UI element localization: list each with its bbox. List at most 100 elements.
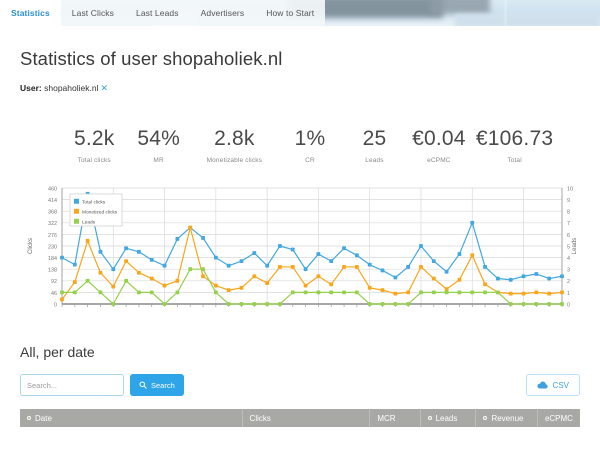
- svg-text:0: 0: [567, 302, 570, 308]
- tab-label: How to Start: [266, 8, 315, 18]
- svg-text:92: 92: [51, 279, 57, 285]
- statistics-line-chart: 0 46 92 138 184 230 276 322 368 414 460 0 1 2 3 4 5 6 7 8 9 1…: [20, 182, 580, 322]
- export-csv-label: CSV: [552, 380, 569, 390]
- kpi-total: €106.73 Total: [471, 128, 558, 164]
- kpi-value: 2.8k: [214, 127, 255, 150]
- tab-label: Advertisers: [200, 8, 245, 18]
- export-csv-button[interactable]: CSV: [525, 374, 580, 396]
- kpi-leads: 25 Leads: [342, 128, 406, 164]
- table-column-clicks[interactable]: Clicks: [242, 409, 371, 427]
- table-column-mcr[interactable]: MCR: [369, 409, 421, 427]
- svg-text:184: 184: [48, 256, 57, 262]
- kpi-value: €106.73: [475, 127, 554, 150]
- page-title: Statistics of user shopaholiek.nl: [20, 48, 283, 69]
- svg-text:Monetized clicks: Monetized clicks: [82, 209, 118, 215]
- table-column-revenue[interactable]: Revenue: [475, 409, 538, 427]
- table-column-label: Date: [35, 413, 52, 423]
- svg-text:414: 414: [48, 198, 57, 204]
- cloud-download-icon: [536, 381, 548, 389]
- banner-blur-shape: [455, 14, 600, 26]
- close-icon[interactable]: ✕: [100, 83, 109, 93]
- main-navigation-tabs: Statistics Last Clicks Last Leads Advert…: [0, 0, 326, 26]
- svg-text:6: 6: [567, 233, 570, 239]
- table-controls-row: Search CSV: [20, 374, 580, 396]
- svg-text:5: 5: [567, 244, 570, 250]
- kpi-value: 25: [362, 127, 387, 150]
- svg-text:0: 0: [54, 302, 57, 308]
- sort-icon: [27, 415, 31, 420]
- svg-text:138: 138: [48, 268, 57, 274]
- kpi-ecpmc: €0.04 eCPMC: [407, 128, 471, 164]
- section-title: All, per date: [20, 344, 95, 360]
- banner-blur-shape: [430, 0, 490, 14]
- svg-text:276: 276: [48, 233, 57, 239]
- table-column-label: eCPMC: [544, 413, 573, 423]
- sort-icon: [483, 415, 488, 420]
- kpi-summary-row: 5.2k Total clicks 54% MR 2.8k Monetizabl…: [20, 128, 580, 164]
- table-header-row: Date Clicks MCR Leads Revenue eCPMC: [20, 409, 580, 427]
- svg-text:Clicks: Clicks: [28, 238, 34, 254]
- svg-text:1: 1: [567, 291, 570, 297]
- tab-label: Statistics: [11, 8, 50, 18]
- kpi-label: Total: [507, 157, 522, 164]
- svg-text:3: 3: [567, 268, 570, 274]
- tab-statistics[interactable]: Statistics: [0, 0, 61, 26]
- svg-text:10: 10: [567, 186, 573, 192]
- search-button[interactable]: Search: [130, 374, 184, 396]
- kpi-mr: 54% MR: [126, 128, 190, 164]
- kpi-monetizable-clicks: 2.8k Monetizable clicks: [191, 128, 278, 164]
- tab-last-clicks[interactable]: Last Clicks: [61, 0, 125, 26]
- table-column-ecpmc[interactable]: eCPMC: [537, 409, 580, 427]
- kpi-label: Total clicks: [77, 157, 111, 164]
- tab-advertisers[interactable]: Advertisers: [190, 0, 256, 26]
- kpi-value: 5.2k: [73, 127, 115, 150]
- svg-text:8: 8: [567, 210, 570, 216]
- search-icon: [139, 381, 147, 389]
- kpi-label: MR: [153, 157, 164, 164]
- search-input[interactable]: [20, 374, 124, 396]
- svg-text:4: 4: [567, 256, 570, 262]
- chart-canvas: 0 46 92 138 184 230 276 322 368 414 460 0 1 2 3 4 5 6 7 8 9 1…: [28, 186, 578, 308]
- table-column-label: Revenue: [491, 413, 524, 423]
- table-column-label: MCR: [377, 413, 396, 423]
- kpi-value: 1%: [294, 127, 326, 150]
- svg-text:46: 46: [51, 291, 57, 297]
- table-column-leads[interactable]: Leads: [420, 409, 477, 427]
- kpi-label: eCPMC: [427, 157, 451, 164]
- kpi-total-clicks: 5.2k Total clicks: [62, 128, 126, 164]
- user-filter-value: shopaholiek.nl: [44, 83, 99, 93]
- header-banner-image: Statistics Last Clicks Last Leads Advert…: [0, 0, 600, 26]
- tab-last-leads[interactable]: Last Leads: [125, 0, 190, 26]
- kpi-value: €0.04: [412, 127, 466, 150]
- user-filter-label: User:: [20, 83, 42, 93]
- tab-label: Last Leads: [136, 8, 179, 18]
- svg-text:460: 460: [48, 186, 57, 192]
- page-content: Statistics of user shopaholiek.nl User: …: [0, 48, 600, 427]
- svg-text:9: 9: [567, 198, 570, 204]
- search-button-label: Search: [151, 380, 175, 390]
- table-column-label: Clicks: [249, 413, 271, 423]
- sort-icon: [427, 415, 432, 420]
- kpi-label: Leads: [365, 157, 384, 164]
- tab-how-to-start[interactable]: How to Start: [255, 0, 325, 26]
- table-column-date[interactable]: Date: [20, 409, 243, 427]
- svg-text:230: 230: [48, 244, 57, 250]
- statistics-table: Date Clicks MCR Leads Revenue eCPMC: [20, 409, 580, 427]
- svg-text:Leads: Leads: [572, 238, 578, 254]
- kpi-cr: 1% CR: [278, 128, 342, 164]
- svg-text:Total clicks: Total clicks: [82, 199, 106, 205]
- table-column-label: Leads: [435, 413, 458, 423]
- banner-blur-line: [505, 0, 506, 26]
- user-filter-chip: User: shopaholiek.nl ✕: [20, 83, 580, 94]
- kpi-label: Monetizable clicks: [206, 157, 263, 164]
- tab-label: Last Clicks: [71, 8, 114, 18]
- svg-text:Leads: Leads: [82, 219, 96, 225]
- svg-text:322: 322: [48, 221, 57, 227]
- banner-blur-shape: [288, 0, 443, 18]
- svg-text:7: 7: [567, 221, 570, 227]
- svg-text:368: 368: [48, 210, 57, 216]
- kpi-label: CR: [305, 157, 315, 164]
- kpi-value: 54%: [137, 127, 180, 150]
- svg-text:2: 2: [567, 279, 570, 285]
- table-header: Date Clicks MCR Leads Revenue eCPMC: [20, 409, 580, 427]
